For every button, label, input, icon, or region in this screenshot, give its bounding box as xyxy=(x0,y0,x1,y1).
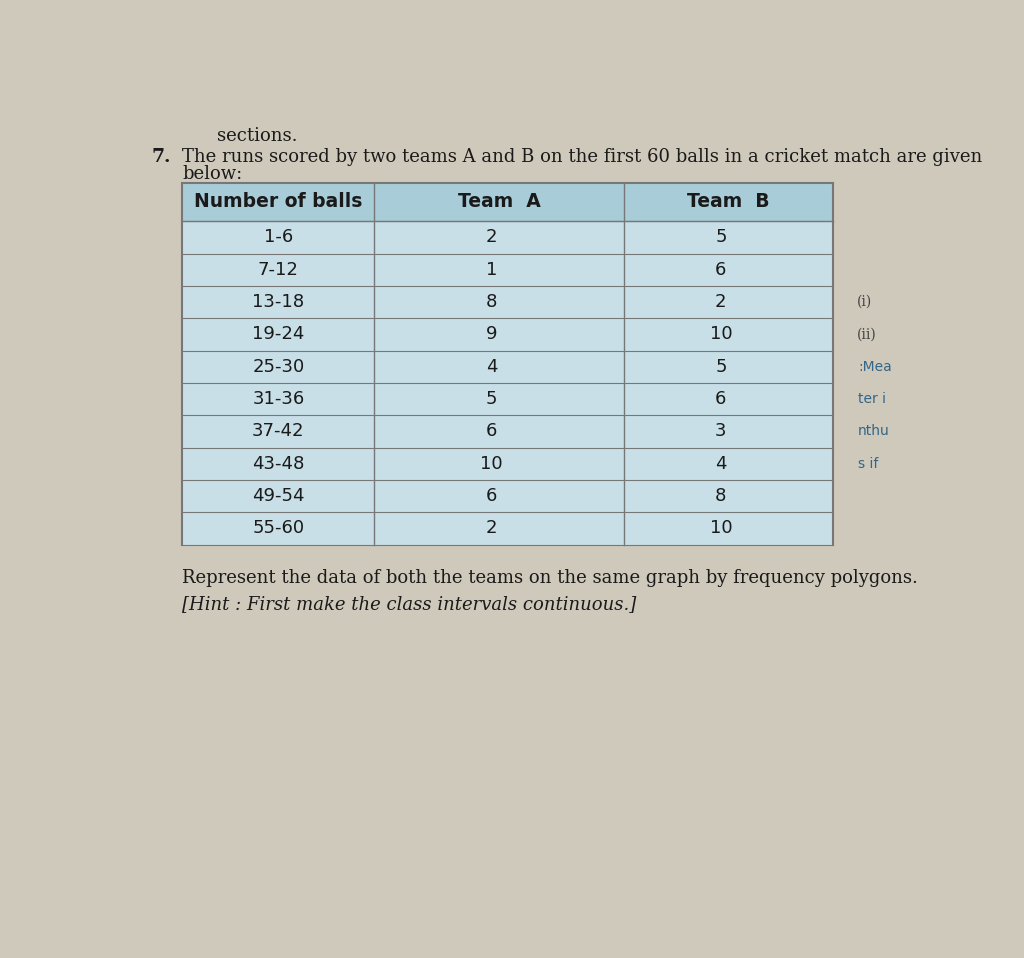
Text: 5: 5 xyxy=(485,390,498,408)
Text: Number of balls: Number of balls xyxy=(195,193,362,212)
Text: 5: 5 xyxy=(715,357,727,376)
Text: 10: 10 xyxy=(710,326,732,343)
Text: 49-54: 49-54 xyxy=(252,487,304,505)
Text: :Mea: :Mea xyxy=(858,360,892,374)
Text: 1-6: 1-6 xyxy=(264,228,293,246)
Text: 10: 10 xyxy=(480,455,503,472)
Bar xyxy=(182,183,834,221)
Text: 31-36: 31-36 xyxy=(252,390,304,408)
Text: (ii): (ii) xyxy=(856,328,877,341)
Text: 10: 10 xyxy=(710,519,732,537)
Text: 7.: 7. xyxy=(152,148,171,166)
Text: s if: s if xyxy=(858,457,879,470)
Text: 55-60: 55-60 xyxy=(252,519,304,537)
Text: 7-12: 7-12 xyxy=(258,261,299,279)
Text: (i): (i) xyxy=(856,295,871,309)
Text: 6: 6 xyxy=(715,390,727,408)
Text: 25-30: 25-30 xyxy=(252,357,304,376)
Text: 8: 8 xyxy=(715,487,727,505)
Text: 9: 9 xyxy=(485,326,498,343)
Text: 19-24: 19-24 xyxy=(252,326,304,343)
Text: 8: 8 xyxy=(485,293,498,311)
Text: 4: 4 xyxy=(485,357,498,376)
Text: 6: 6 xyxy=(715,261,727,279)
Text: Team  A: Team A xyxy=(458,193,541,212)
Text: Represent the data of both the teams on the same graph by frequency polygons.: Represent the data of both the teams on … xyxy=(182,569,919,587)
Text: 2: 2 xyxy=(485,228,498,246)
Text: 43-48: 43-48 xyxy=(252,455,304,472)
Text: nthu: nthu xyxy=(858,424,890,439)
Text: 1: 1 xyxy=(485,261,498,279)
Text: ter i: ter i xyxy=(858,392,886,406)
Text: [Hint : First make the class intervals continuous.]: [Hint : First make the class intervals c… xyxy=(182,595,637,613)
Bar xyxy=(182,183,834,544)
Text: 5: 5 xyxy=(715,228,727,246)
Text: 13-18: 13-18 xyxy=(252,293,304,311)
Text: 3: 3 xyxy=(715,422,727,441)
Text: The runs scored by two teams A and B on the first 60 balls in a cricket match ar: The runs scored by two teams A and B on … xyxy=(182,148,982,166)
Text: 6: 6 xyxy=(485,422,498,441)
Text: 4: 4 xyxy=(715,455,727,472)
Text: 6: 6 xyxy=(485,487,498,505)
Text: sections.: sections. xyxy=(217,127,298,146)
Text: 37-42: 37-42 xyxy=(252,422,304,441)
Text: 2: 2 xyxy=(715,293,727,311)
Text: Team  B: Team B xyxy=(687,193,770,212)
Text: below:: below: xyxy=(182,165,243,183)
Text: 2: 2 xyxy=(485,519,498,537)
